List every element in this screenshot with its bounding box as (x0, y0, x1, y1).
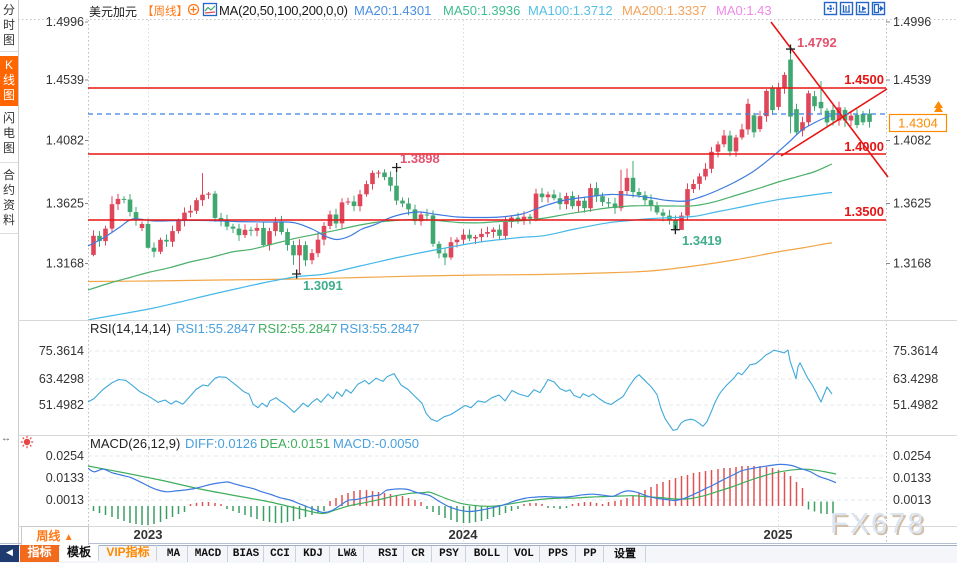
svg-text:1.3500: 1.3500 (844, 204, 884, 219)
svg-text:0.0013: 0.0013 (46, 493, 84, 507)
svg-text:RSI(14,14,14): RSI(14,14,14) (90, 321, 171, 336)
svg-text:0.0013: 0.0013 (893, 493, 931, 507)
svg-text:0.0254: 0.0254 (46, 449, 84, 463)
svg-text:0.0133: 0.0133 (46, 471, 84, 485)
svg-text:2025: 2025 (764, 527, 793, 542)
svg-text:1.4792: 1.4792 (797, 35, 837, 50)
svg-text:51.4982: 51.4982 (39, 398, 84, 412)
svg-text:FX678: FX678 (830, 508, 925, 540)
svg-text:RSI3:55.2847: RSI3:55.2847 (340, 321, 420, 336)
svg-text:1.4000: 1.4000 (844, 139, 884, 154)
svg-text:1.3419: 1.3419 (682, 233, 722, 248)
svg-text:51.4982: 51.4982 (893, 398, 938, 412)
svg-text:2024: 2024 (449, 527, 479, 542)
svg-text:DEA:0.0151: DEA:0.0151 (260, 436, 330, 451)
svg-text:MACD(26,12,9): MACD(26,12,9) (90, 436, 180, 451)
svg-text:1.4539: 1.4539 (893, 73, 931, 87)
svg-text:1.3625: 1.3625 (46, 197, 84, 211)
svg-text:0.0254: 0.0254 (893, 449, 931, 463)
svg-text:1.3091: 1.3091 (303, 278, 343, 293)
svg-text:1.3168: 1.3168 (893, 257, 931, 271)
svg-text:63.4298: 63.4298 (893, 372, 938, 386)
svg-text:1.3625: 1.3625 (893, 197, 931, 211)
svg-text:63.4298: 63.4298 (39, 372, 84, 386)
svg-text:1.3168: 1.3168 (46, 257, 84, 271)
svg-text:MACD:-0.0050: MACD:-0.0050 (333, 436, 419, 451)
svg-text:2023: 2023 (134, 527, 163, 542)
svg-text:1.4082: 1.4082 (46, 134, 84, 148)
svg-text:1.4996: 1.4996 (46, 15, 84, 29)
svg-text:0.0133: 0.0133 (893, 471, 931, 485)
svg-text:1.4500: 1.4500 (844, 72, 884, 87)
svg-text:75.3614: 75.3614 (39, 344, 84, 358)
svg-text:1.4304: 1.4304 (898, 116, 938, 131)
svg-text:1.4996: 1.4996 (893, 15, 931, 29)
svg-text:↔: ↔ (1, 433, 11, 444)
svg-text:75.3614: 75.3614 (893, 344, 938, 358)
svg-text:1.3898: 1.3898 (400, 151, 440, 166)
svg-text:1.4539: 1.4539 (46, 73, 84, 87)
svg-text:RSI2:55.2847: RSI2:55.2847 (258, 321, 338, 336)
svg-text:RSI1:55.2847: RSI1:55.2847 (176, 321, 256, 336)
svg-text:FX678: FX678 (832, 510, 927, 542)
svg-text:DIFF:0.0126: DIFF:0.0126 (185, 436, 257, 451)
svg-text:1.4082: 1.4082 (893, 134, 931, 148)
